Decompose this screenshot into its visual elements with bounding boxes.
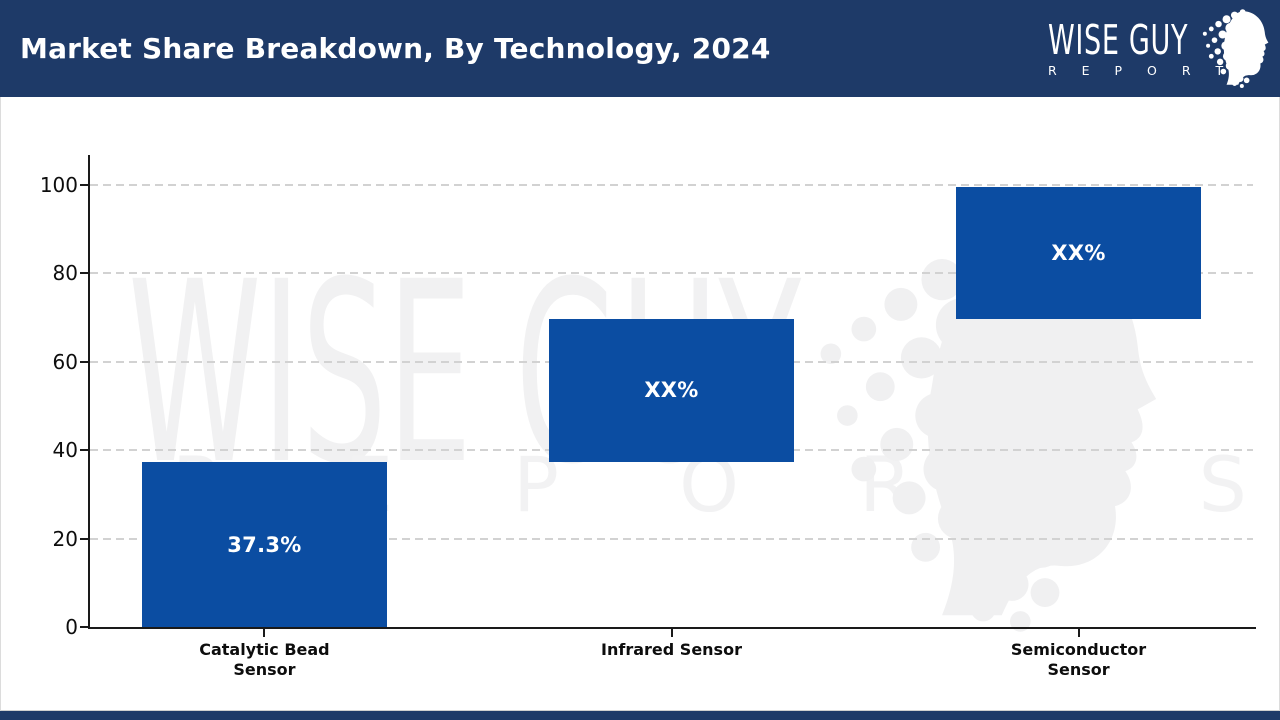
page-title: Market Share Breakdown, By Technology, 2… [20, 32, 771, 65]
wiseguy-logo-text: WISE GUY R E P O R T S [1048, 15, 1267, 78]
x-tick-mark [1077, 629, 1080, 637]
y-tick-label: 0 [65, 615, 78, 639]
y-tick-label: 60 [52, 349, 78, 374]
y-tick-mark [80, 272, 88, 275]
gridline-20 [90, 537, 1253, 540]
category-label: Catalytic Bead Sensor [199, 640, 330, 679]
header-bar: Market Share Breakdown, By Technology, 2… [0, 0, 1280, 97]
bar-value-label: 37.3% [227, 532, 302, 557]
logo-subtitle: R E P O R T S [1048, 62, 1267, 78]
y-tick-mark [80, 449, 88, 452]
y-tick-label: 20 [52, 526, 78, 551]
bar-semiconductor-sensor: XX% [956, 186, 1201, 319]
y-tick-mark [80, 360, 88, 363]
y-tick-mark [80, 626, 88, 628]
bar-value-label: XX% [644, 378, 699, 403]
bar-value-label: XX% [1051, 240, 1106, 265]
logo-wordmark: WISE GUY [1048, 15, 1189, 64]
gridline-100 [90, 184, 1253, 187]
wiseguy-logo: WISE GUY R E P O R T S [1048, 8, 1270, 90]
y-tick-label: 100 [39, 173, 78, 198]
bar-infrared-sensor: XX% [549, 318, 794, 463]
wiseguy-face-icon [1202, 8, 1269, 88]
category-label: Semiconductor Sensor [1010, 640, 1147, 679]
y-tick-mark [80, 184, 88, 187]
x-axis-line [88, 626, 1256, 629]
y-tick-label: 80 [52, 261, 78, 286]
x-tick-mark [670, 629, 673, 637]
y-tick-label: 40 [52, 438, 78, 463]
category-label: Infrared Sensor [601, 640, 742, 659]
bar-catalytic-bead-sensor: 37.3% [142, 462, 387, 627]
x-tick-mark [263, 629, 266, 637]
footer-bar [0, 711, 1280, 720]
y-axis-line [88, 155, 90, 629]
bar-chart-plot-area: 0 20 40 60 80 100 37.3% Catalytic Bead Sensor XX%… [40, 155, 1256, 679]
y-tick-mark [80, 537, 88, 540]
gridline-80 [90, 272, 1253, 275]
